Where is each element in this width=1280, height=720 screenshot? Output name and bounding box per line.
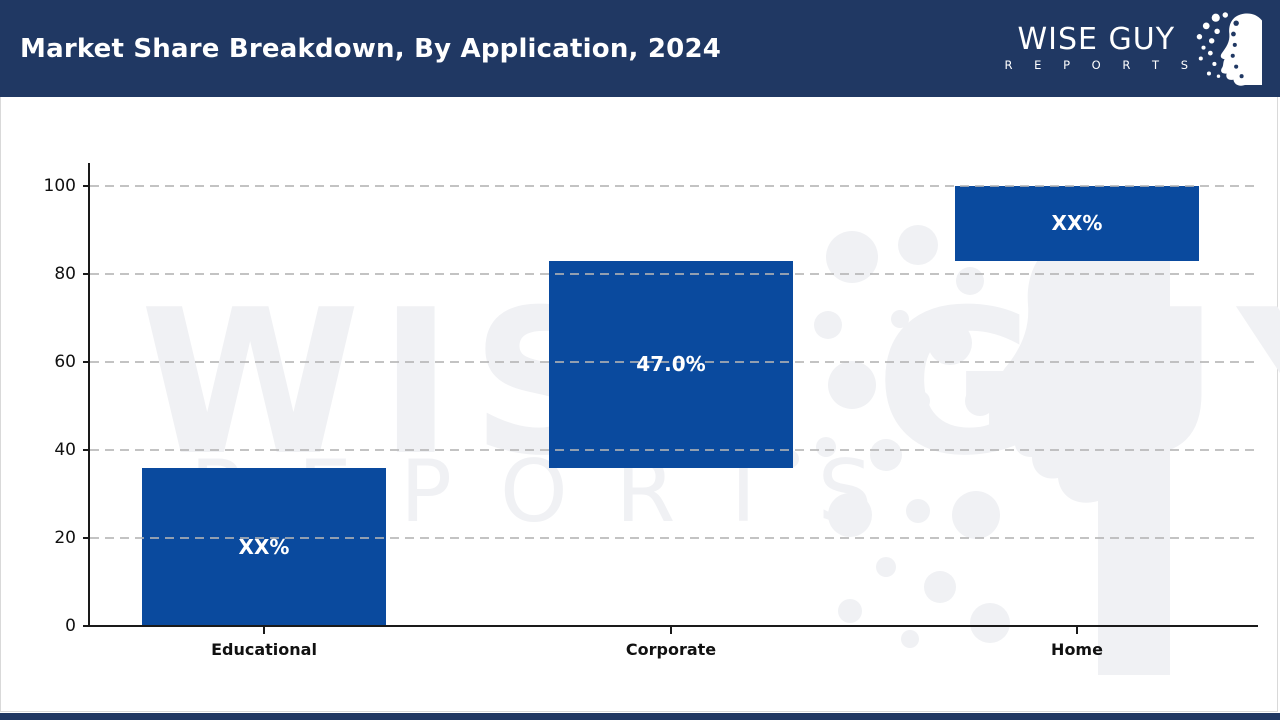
brand-logo: WISE GUY R E P O R T S — [1005, 10, 1262, 88]
ytick-mark-40 — [83, 449, 90, 451]
y-axis-line — [88, 163, 90, 627]
bar-corporate — [549, 260, 793, 468]
xtick-mark-home — [1076, 627, 1078, 634]
gridline-40 — [90, 449, 1258, 451]
gridline-80 — [90, 273, 1258, 275]
bar-value-label-home: XX% — [1051, 211, 1103, 236]
x-axis-line — [88, 625, 1258, 627]
ytick-label-100: 100 — [43, 176, 76, 196]
ytick-label-40: 40 — [54, 440, 76, 460]
xtick-label-educational: Educational — [211, 640, 317, 659]
bar-value-label-educational: XX% — [238, 534, 290, 559]
brand-face-icon — [1196, 11, 1262, 86]
ytick-mark-80 — [83, 273, 90, 275]
bar-value-label-corporate: 47.0% — [636, 352, 706, 377]
ytick-mark-0 — [83, 625, 90, 627]
ytick-label-20: 20 — [54, 528, 76, 548]
chart-plot-area: WISE GUY REPORTS XX%47.0%XX% 02040608010… — [0, 97, 1280, 713]
xtick-mark-corporate — [670, 627, 672, 634]
gridline-20 — [90, 537, 1258, 539]
gridline-60 — [90, 361, 1258, 363]
xtick-label-home: Home — [1051, 640, 1103, 659]
gridline-100 — [90, 185, 1258, 187]
ytick-mark-100 — [83, 185, 90, 187]
ytick-label-60: 60 — [54, 352, 76, 372]
header: Market Share Breakdown, By Application, … — [0, 0, 1280, 97]
ytick-mark-60 — [83, 361, 90, 363]
xtick-label-corporate: Corporate — [625, 640, 717, 659]
bar-educational — [142, 467, 386, 626]
footer-bar — [0, 713, 1280, 720]
brand-logo-text: WISE GUY R E P O R T S — [1005, 25, 1189, 72]
brand-subname: R E P O R T S — [1004, 58, 1197, 73]
chart-title: Market Share Breakdown, By Application, … — [20, 33, 722, 64]
xtick-mark-educational — [263, 627, 265, 634]
ytick-label-0: 0 — [65, 616, 76, 636]
brand-name: WISE GUY — [1017, 22, 1176, 58]
ytick-label-80: 80 — [54, 264, 76, 284]
ytick-mark-20 — [83, 537, 90, 539]
watermark-face-icon — [790, 225, 1170, 675]
